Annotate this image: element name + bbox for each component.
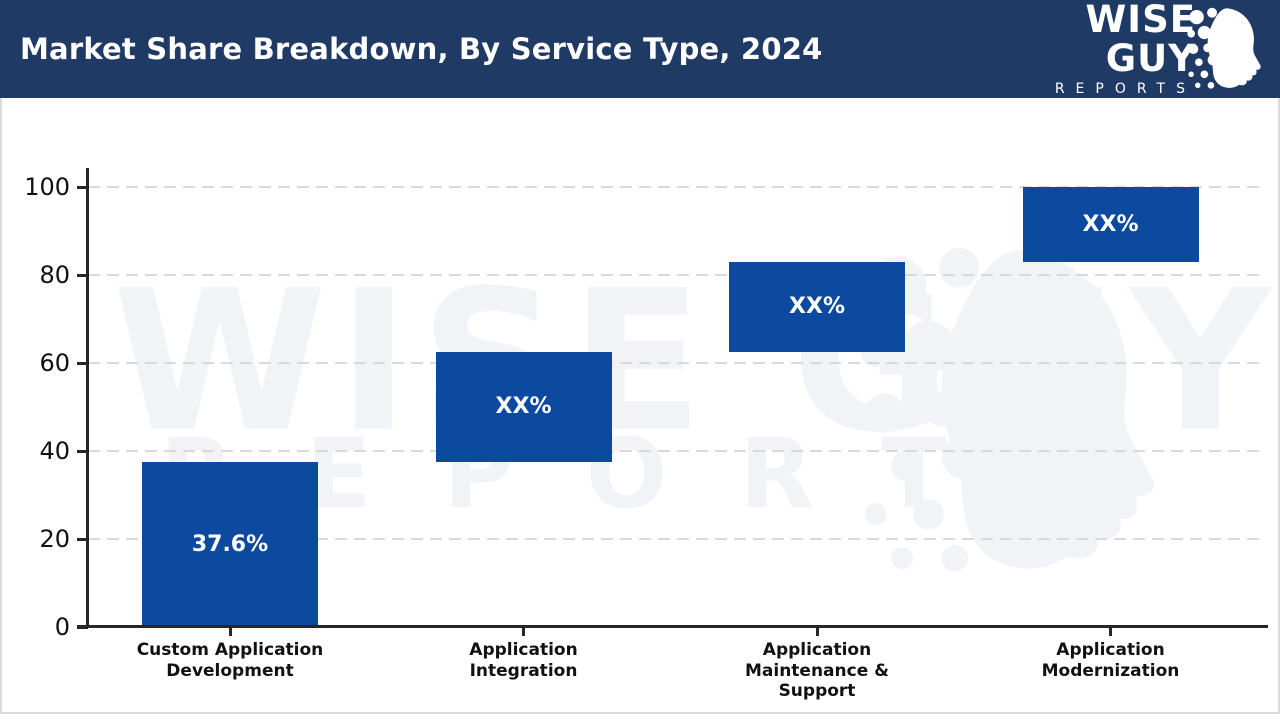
- wise-guy-reports-logo: WISE GUY REPORTS: [1006, 0, 1274, 97]
- gridline-40: [88, 450, 1266, 452]
- y-tick-label: 40: [39, 437, 70, 465]
- bar-segment: XX%: [435, 352, 612, 462]
- bar-value-label: XX%: [1082, 211, 1139, 237]
- bar-value-label: 37.6%: [191, 531, 269, 557]
- x-axis-line: [77, 625, 1268, 628]
- bar-value-label: XX%: [495, 394, 552, 420]
- y-tick-mark-40: [77, 449, 88, 453]
- x-category-label: Application Integration: [469, 640, 578, 681]
- gridline-20: [88, 538, 1266, 540]
- x-tick-mark: [1109, 628, 1112, 636]
- logo-text: WISE GUY REPORTS: [1006, 0, 1196, 97]
- x-category-label: Custom Application Development: [136, 640, 324, 681]
- y-axis-line: [86, 168, 89, 628]
- y-tick-mark-60: [77, 361, 88, 365]
- bar-segment: XX%: [729, 261, 905, 352]
- x-category-label: Application Modernization: [1041, 640, 1180, 681]
- x-tick-mark: [522, 628, 525, 636]
- header-bar: Market Share Breakdown, By Service Type,…: [0, 0, 1280, 98]
- bar-value-label: XX%: [789, 294, 845, 320]
- x-category-label: Application Maintenance & Support: [744, 640, 889, 702]
- y-tick-mark-80: [77, 273, 88, 277]
- x-tick-mark: [815, 628, 819, 636]
- gridline-60: [88, 362, 1266, 364]
- y-tick-label: 100: [24, 173, 70, 201]
- y-tick-label: 0: [54, 613, 70, 641]
- y-tick-label: 80: [39, 261, 70, 289]
- y-tick-label: 20: [39, 525, 70, 553]
- bar-segment: XX%: [1022, 187, 1199, 262]
- page-title: Market Share Breakdown, By Service Type,…: [20, 32, 823, 66]
- gridline-100: [88, 186, 1266, 188]
- x-tick-mark: [228, 628, 232, 636]
- bar-segment: 37.6%: [142, 461, 318, 627]
- gridline-80: [88, 274, 1266, 276]
- y-tick-mark-100: [77, 185, 88, 189]
- logo-subtitle: REPORTS: [1054, 80, 1196, 97]
- y-tick-label: 60: [39, 349, 70, 377]
- watermark: WISE GUY REPORTS: [0, 98, 1280, 714]
- y-tick-mark-20: [77, 537, 88, 541]
- logo-wordmark: WISE GUY: [1085, 0, 1196, 80]
